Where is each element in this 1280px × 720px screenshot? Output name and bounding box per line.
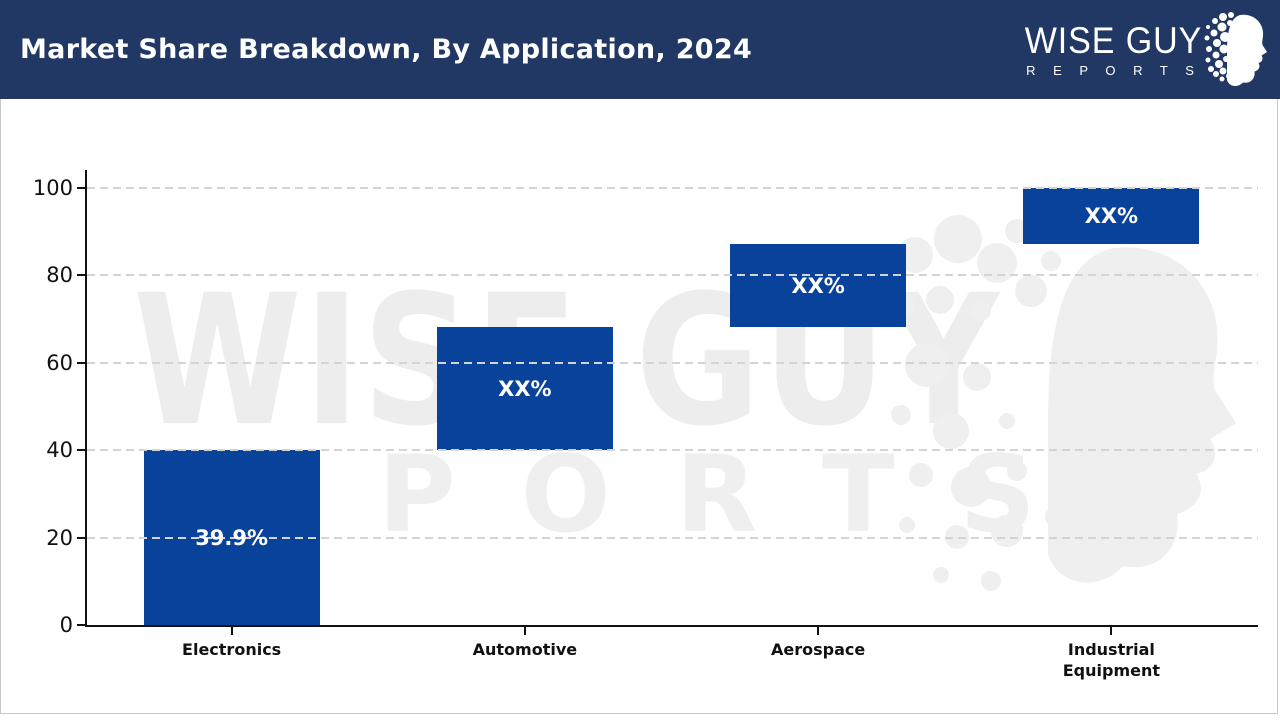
- y-axis-line: [85, 170, 87, 627]
- category-label-electronics: Electronics: [182, 640, 282, 659]
- x-tickmark-automotive: [523, 627, 526, 635]
- x-tickmark-industrial-equipment: [1110, 627, 1113, 635]
- x-tickmark-aerospace: [817, 627, 820, 635]
- logo-wordmark: WISE GUY: [1024, 19, 1203, 61]
- bar-automotive: [436, 327, 613, 451]
- watermark-subtext: P O R T S: [378, 433, 1050, 556]
- y-tickmark-0: [77, 624, 85, 626]
- y-tickmark-20: [77, 536, 85, 539]
- x-tickmark-electronics: [230, 627, 233, 635]
- bar-industrial-equipment: [1023, 187, 1200, 244]
- bar-value-label-industrial-equipment: XX%: [1084, 203, 1139, 228]
- category-label-aerospace: Aerospace: [771, 640, 866, 659]
- gridline-40: [87, 449, 1258, 451]
- y-tickmark-80: [77, 274, 85, 276]
- header-bar: Market Share Breakdown, By Application, …: [0, 0, 1280, 99]
- y-tickmark-40: [77, 449, 85, 451]
- bar-value-label-aerospace: XX%: [791, 273, 845, 298]
- page-title: Market Share Breakdown, By Application, …: [20, 34, 753, 65]
- y-tickmark-60: [77, 361, 85, 364]
- y-tick-label-80: 80: [46, 263, 73, 287]
- logo-face-icon: [1204, 11, 1267, 86]
- bar-value-label-automotive: XX%: [498, 376, 552, 401]
- bar-aerospace: [730, 243, 907, 328]
- logo-subtext: R E P O R T S: [1026, 62, 1201, 78]
- category-label-automotive: Automotive: [472, 640, 578, 659]
- y-tick-label-100: 100: [32, 175, 73, 200]
- brand-logo: WISE GUY R E P O R T S: [1017, 9, 1270, 91]
- y-tick-label-0: 0: [59, 613, 73, 637]
- gridline-20: [87, 536, 1258, 539]
- y-tick-label-60: 60: [46, 350, 73, 375]
- gridline-60: [87, 361, 1258, 364]
- brand-logo-text: WISE GUY R E P O R T S: [1017, 22, 1210, 78]
- y-tickmark-100: [77, 186, 85, 189]
- gridline-100: [87, 186, 1258, 189]
- y-tick-label-20: 20: [46, 525, 73, 550]
- category-label-industrial-equipment: Industrial Equipment: [1062, 640, 1161, 680]
- gridline-80: [87, 274, 1258, 276]
- bar-value-label-electronics: 39.9%: [195, 525, 269, 550]
- x-axis-line: [85, 625, 1258, 627]
- watermark-face-icon: [879, 215, 1236, 591]
- y-tick-label-40: 40: [46, 438, 73, 462]
